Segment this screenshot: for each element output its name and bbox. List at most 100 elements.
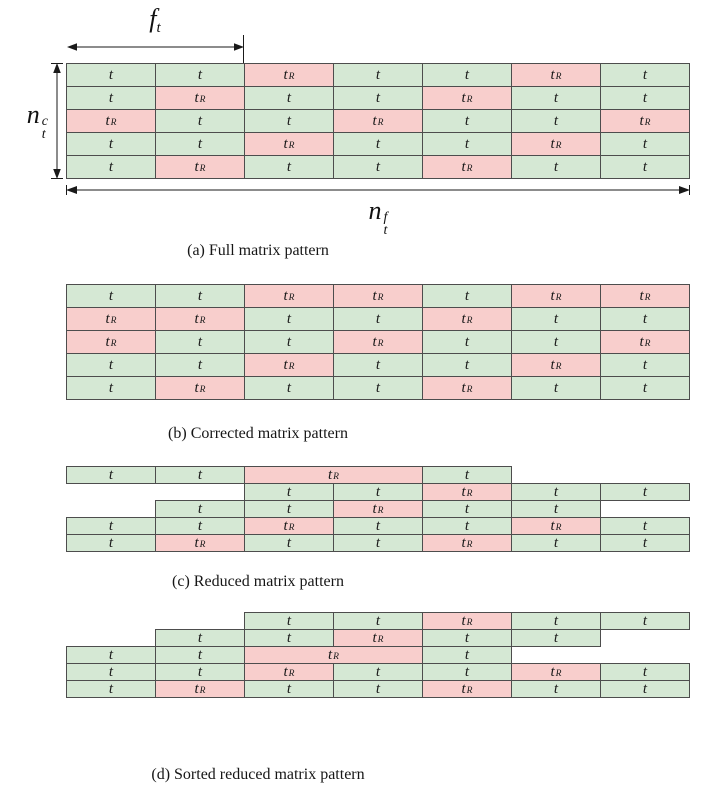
cell-label: t xyxy=(194,89,199,106)
cell-label: t xyxy=(286,500,292,517)
cell-label: t xyxy=(375,310,381,327)
cell-label: t xyxy=(197,112,203,129)
cell-t: t xyxy=(244,680,334,698)
cell-t: t xyxy=(244,109,334,133)
cell-label: t xyxy=(197,646,203,663)
cell-label: t xyxy=(197,466,203,483)
cell-t: t xyxy=(422,517,512,535)
cell-label: t xyxy=(464,356,470,373)
cell-t: t xyxy=(600,376,690,400)
cell-label-subscript: R xyxy=(466,385,473,396)
nc-label-subscript: t xyxy=(41,127,46,142)
cell-label: t xyxy=(375,66,381,83)
cell-label-subscript: R xyxy=(110,339,117,350)
cell-label-subscript: R xyxy=(555,72,562,83)
cell-label-subscript: R xyxy=(377,339,384,350)
cell-label-subscript: R xyxy=(333,472,339,483)
cell-label: t xyxy=(108,534,114,551)
cell-label: t xyxy=(461,158,466,175)
cell-t: t xyxy=(511,330,601,354)
cell-t: t xyxy=(511,86,601,110)
cell-t: t xyxy=(511,629,601,647)
cell-t: t xyxy=(600,155,690,179)
cell-label: t xyxy=(286,310,292,327)
cell-label: t xyxy=(461,534,466,551)
cell-label-subscript: R xyxy=(288,362,295,373)
cell-t: t xyxy=(66,132,156,156)
cell-label: t xyxy=(461,310,466,327)
cell-label: t xyxy=(197,66,203,83)
cell-label: t xyxy=(286,629,292,646)
cell-label: t xyxy=(642,379,648,396)
cell-t: t xyxy=(333,376,423,400)
cell-label: t xyxy=(108,89,114,106)
cell-label: t xyxy=(464,135,470,152)
cell-t: t xyxy=(422,109,512,133)
cell-label-subscript: R xyxy=(377,118,384,129)
caption-full-matrix: (a) Full matrix pattern xyxy=(187,242,329,259)
cell-t: t xyxy=(244,307,334,331)
cell-t: t xyxy=(66,63,156,87)
cell-t: t xyxy=(422,284,512,308)
cell-label: t xyxy=(461,379,466,396)
cell-t: t xyxy=(155,466,245,484)
cell-label: t xyxy=(283,663,288,680)
cell-label: t xyxy=(197,356,203,373)
cell-label: t xyxy=(461,89,466,106)
cell-label: t xyxy=(553,333,559,350)
cell-label: t xyxy=(197,135,203,152)
cell-label: t xyxy=(553,483,559,500)
cell-label: t xyxy=(639,333,644,350)
cell-t: t xyxy=(333,663,423,681)
cell-label: t xyxy=(553,158,559,175)
cell-label: t xyxy=(108,287,114,304)
cell-label-subscript: R xyxy=(466,489,473,500)
cell-t: t xyxy=(66,646,156,664)
cell-label: t xyxy=(553,534,559,551)
cell-t: t xyxy=(155,517,245,535)
cell-label-subscript: R xyxy=(644,339,651,350)
cell-label: t xyxy=(286,680,292,697)
cell-t: t xyxy=(66,284,156,308)
cell-t: t xyxy=(511,680,601,698)
cell-label: t xyxy=(464,500,470,517)
cell-label-subscript: R xyxy=(555,141,562,152)
cell-label-subscript: R xyxy=(466,618,473,629)
cell-t: t xyxy=(244,629,334,647)
cell-t: t xyxy=(333,307,423,331)
cell-label-subscript: R xyxy=(555,362,562,373)
cell-label: t xyxy=(108,663,114,680)
cell-label: t xyxy=(553,629,559,646)
cell-t: t xyxy=(333,680,423,698)
cell-label: t xyxy=(553,379,559,396)
cell-label: t xyxy=(372,333,377,350)
cell-t: t xyxy=(600,680,690,698)
cell-label: t xyxy=(105,333,110,350)
cell-label: t xyxy=(108,680,114,697)
cell-label: t xyxy=(194,534,199,551)
cell-label: t xyxy=(375,89,381,106)
cell-t: t xyxy=(511,155,601,179)
cell-label-subscript: R xyxy=(466,164,473,175)
cell-label: t xyxy=(197,629,203,646)
cell-label: t xyxy=(464,287,470,304)
cell-t: t xyxy=(333,132,423,156)
cell-t: t xyxy=(155,646,245,664)
cell-t: t xyxy=(333,534,423,552)
cell-t: t xyxy=(66,663,156,681)
cell-label: t xyxy=(105,310,110,327)
nc-label-superscript: c xyxy=(41,114,48,129)
